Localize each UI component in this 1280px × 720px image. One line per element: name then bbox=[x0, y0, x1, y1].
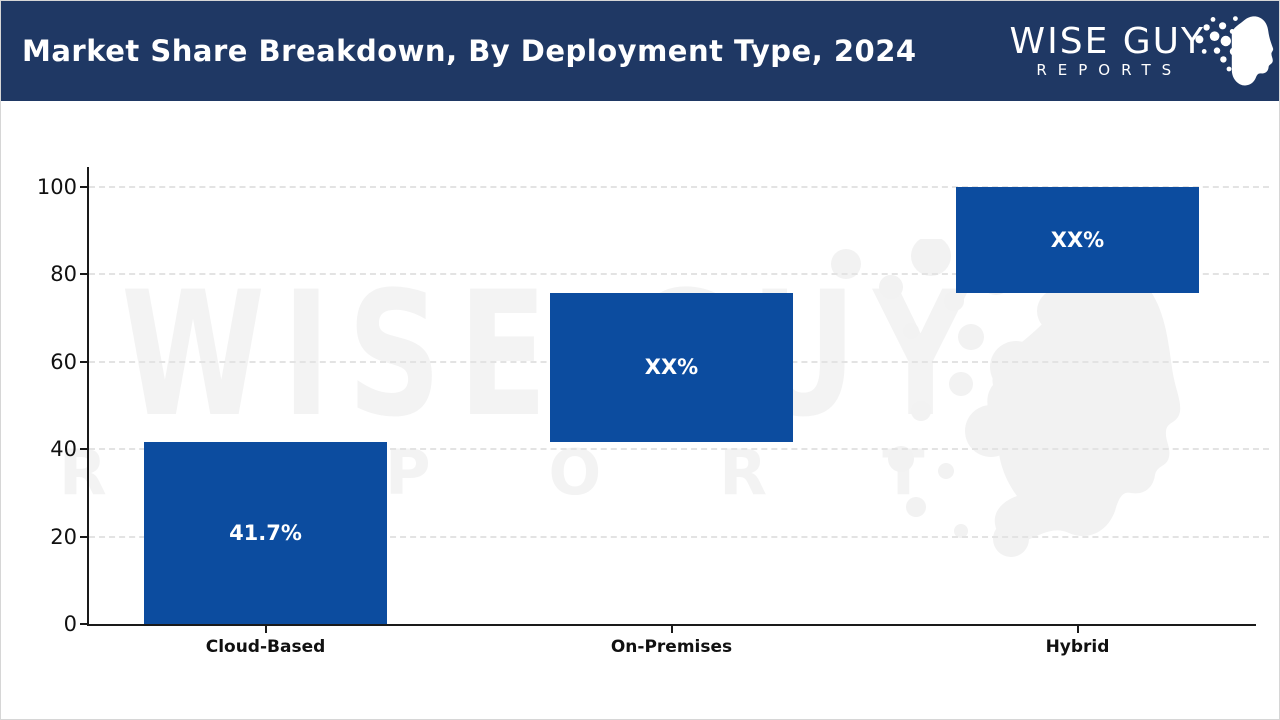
bar-value-label: XX% bbox=[644, 355, 699, 380]
header-bar: Market Share Breakdown, By Deployment Ty… bbox=[1, 1, 1279, 101]
bar-segment: 41.7% bbox=[144, 441, 387, 624]
bar-segment: XX% bbox=[550, 292, 793, 442]
x-axis-line bbox=[87, 624, 1256, 626]
y-axis-tick bbox=[80, 360, 87, 363]
category-label: Cloud-Based bbox=[205, 637, 326, 657]
y-tick-label: 60 bbox=[50, 349, 77, 374]
y-tick-label: 40 bbox=[50, 437, 77, 462]
y-axis-tick bbox=[80, 623, 87, 625]
x-axis-tick bbox=[264, 626, 267, 633]
watermark-wordmark: WISE GUY bbox=[121, 254, 985, 455]
y-axis-line bbox=[87, 167, 89, 626]
logo-face-icon bbox=[1195, 16, 1274, 86]
bar-segment: XX% bbox=[956, 187, 1199, 293]
gridline bbox=[89, 186, 1269, 188]
gridline bbox=[89, 535, 1269, 538]
y-axis-tick bbox=[80, 535, 87, 538]
y-axis-tick bbox=[80, 273, 87, 276]
watermark-face-icon bbox=[831, 239, 1181, 557]
y-tick-label: 100 bbox=[36, 175, 77, 199]
x-axis-tick bbox=[670, 626, 673, 633]
y-tick-label: 20 bbox=[50, 524, 77, 549]
bar-value-label: XX% bbox=[1050, 227, 1105, 252]
y-axis-tick bbox=[80, 448, 87, 451]
gridline bbox=[89, 448, 1269, 451]
bar-value-label: 41.7% bbox=[229, 520, 302, 545]
y-tick-label: 80 bbox=[50, 262, 77, 287]
logo-wordmark: WISE GUY bbox=[1009, 20, 1205, 62]
logo-reports-text: REPORTS bbox=[1036, 61, 1183, 80]
y-axis-tick bbox=[80, 186, 87, 188]
logo: WISE GUY REPORTS bbox=[1010, 9, 1276, 93]
y-tick-label: 0 bbox=[63, 612, 77, 636]
x-axis-tick bbox=[1076, 626, 1079, 633]
category-label: Hybrid bbox=[1045, 637, 1110, 657]
page-title: Market Share Breakdown, By Deployment Ty… bbox=[22, 34, 917, 68]
category-label: On-Premises bbox=[610, 637, 733, 657]
logo-text: WISE GUY REPORTS bbox=[1009, 20, 1206, 80]
gridline bbox=[89, 273, 1269, 276]
